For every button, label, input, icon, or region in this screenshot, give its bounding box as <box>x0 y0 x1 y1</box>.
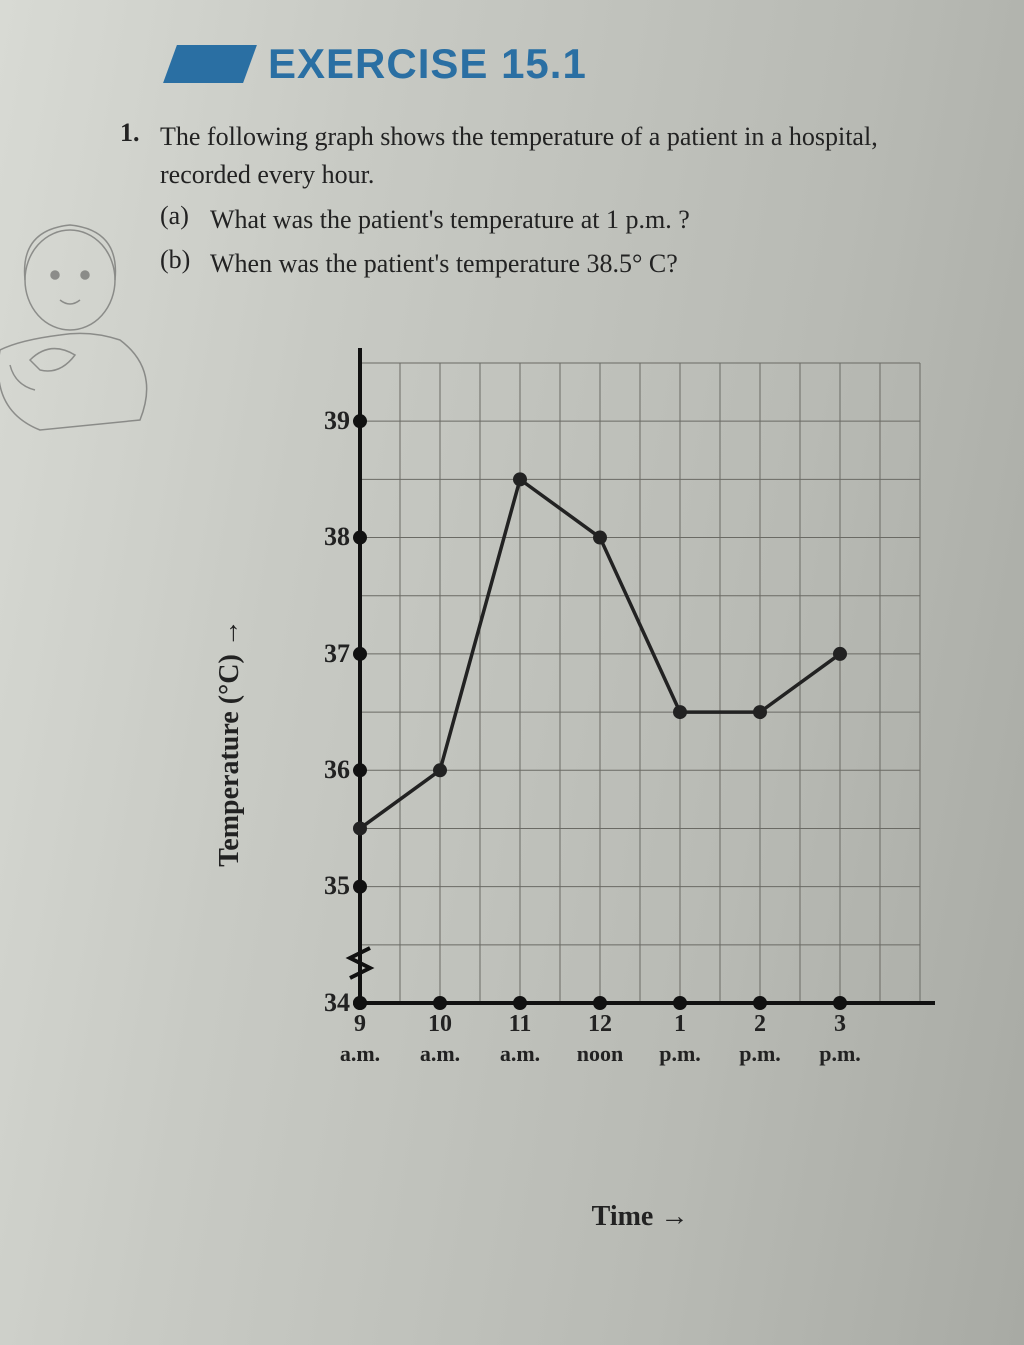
x-tick-unit: a.m. <box>420 1041 460 1067</box>
part-text: When was the patient's temperature 38.5°… <box>210 245 678 283</box>
y-tick-label: 36 <box>324 755 350 785</box>
question-main: 1. The following graph shows the tempera… <box>120 118 974 193</box>
x-tick-unit: a.m. <box>340 1041 380 1067</box>
question-text: The following graph shows the temperatur… <box>160 118 974 193</box>
temperature-chart: Temperature (°C) → Time → 3435363738399a… <box>290 363 990 1123</box>
x-tick-number: 11 <box>509 1011 532 1038</box>
question-part-a: (a) What was the patient's temperature a… <box>160 201 974 239</box>
x-tick-number: 9 <box>354 1011 366 1038</box>
patient-illustration <box>0 210 170 440</box>
page: EXERCISE 15.1 1. The following graph sho… <box>0 0 1024 1345</box>
x-tick-number: 1 <box>674 1011 686 1038</box>
x-tick-unit: a.m. <box>500 1041 540 1067</box>
x-tick-unit: p.m. <box>659 1041 701 1067</box>
question-part-b: (b) When was the patient's temperature 3… <box>160 245 974 283</box>
x-axis-label: Time → <box>592 1201 689 1233</box>
chart-plot-area: 3435363738399a.m.10a.m.11a.m.12noon1p.m.… <box>360 363 920 1003</box>
part-text: What was the patient's temperature at 1 … <box>210 201 690 239</box>
chart-svg <box>360 363 920 1003</box>
header-accent-bar <box>163 45 257 83</box>
x-tick-number: 10 <box>428 1011 452 1038</box>
y-tick-label: 35 <box>324 871 350 901</box>
x-tick-number: 2 <box>754 1011 766 1038</box>
question-number: 1. <box>120 118 160 193</box>
y-axis-label: Temperature (°C) → <box>214 619 246 867</box>
y-tick-label: 34 <box>324 988 350 1018</box>
x-tick-number: 3 <box>834 1011 846 1038</box>
x-tick-unit: p.m. <box>819 1041 861 1067</box>
y-tick-label: 38 <box>324 522 350 552</box>
question-block: 1. The following graph shows the tempera… <box>120 118 974 283</box>
y-tick-label: 39 <box>324 406 350 436</box>
exercise-header: EXERCISE 15.1 <box>170 40 974 88</box>
x-tick-number: 12 <box>588 1011 612 1038</box>
x-tick-unit: noon <box>577 1041 623 1067</box>
x-tick-unit: p.m. <box>739 1041 781 1067</box>
y-tick-label: 37 <box>324 639 350 669</box>
exercise-title: EXERCISE 15.1 <box>268 40 587 88</box>
